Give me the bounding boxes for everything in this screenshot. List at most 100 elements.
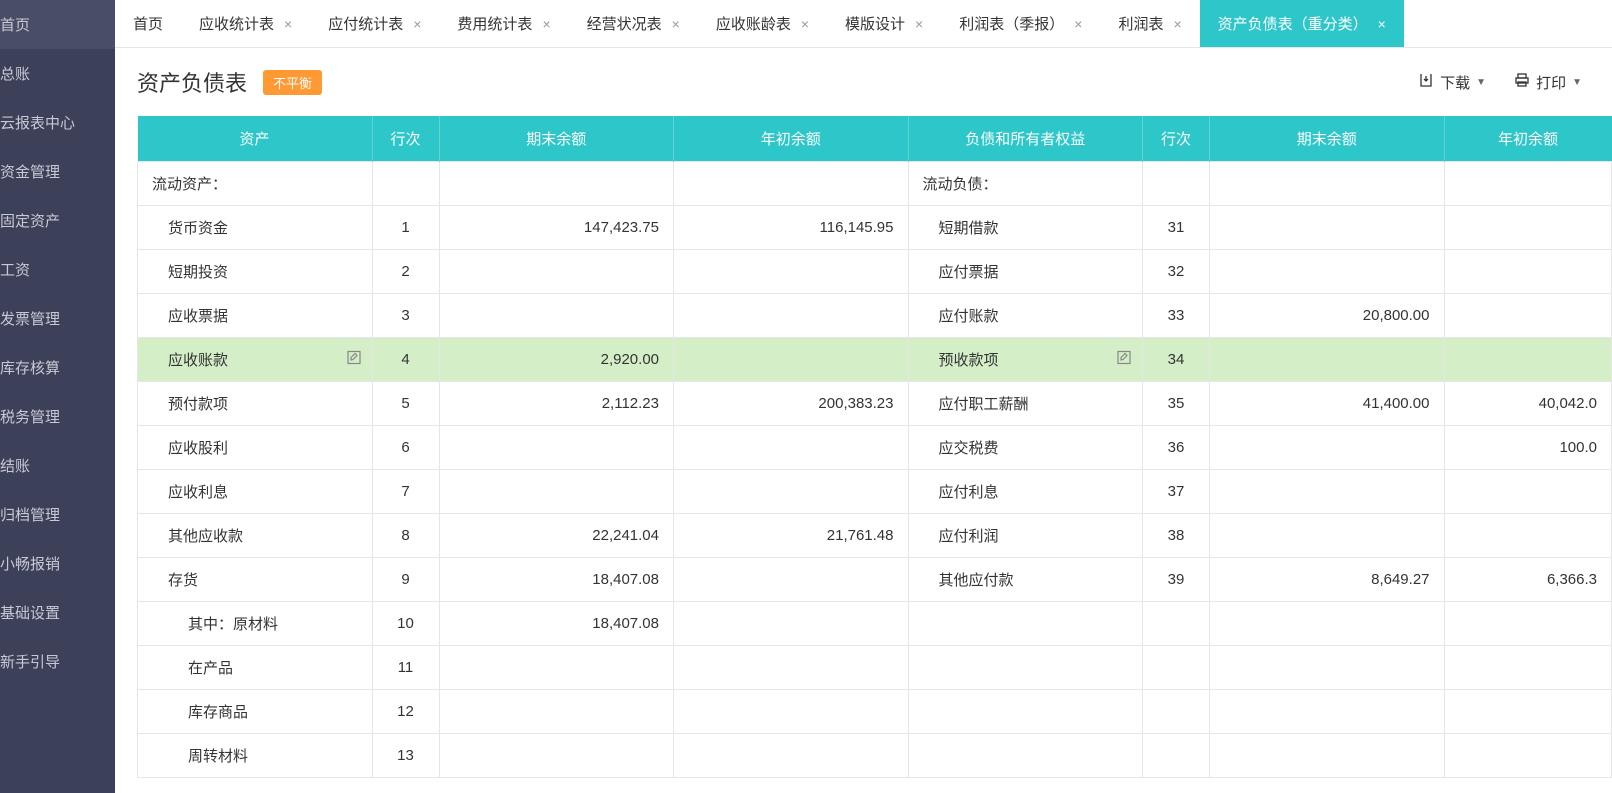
close-icon[interactable]: ×	[801, 16, 809, 32]
table-row[interactable]: 应收股利6应交税费36100.0	[138, 426, 1612, 470]
tabs-bar: 首页应收统计表×应付统计表×费用统计表×经营状况表×应收账龄表×模版设计×利润表…	[115, 0, 1612, 48]
sidebar-item[interactable]: 资金管理	[0, 147, 115, 196]
close-icon[interactable]: ×	[672, 16, 680, 32]
table-row[interactable]: 应收票据3应付账款3320,800.00	[138, 294, 1612, 338]
sidebar-item[interactable]: 基础设置	[0, 588, 115, 637]
tab-label: 应收账龄表	[716, 13, 791, 34]
sidebar-item[interactable]: 总账	[0, 49, 115, 98]
table-cell	[1210, 250, 1445, 294]
table-cell: 34	[1143, 338, 1210, 382]
close-icon[interactable]: ×	[284, 16, 292, 32]
print-button[interactable]: 打印 ▼	[1514, 72, 1582, 93]
table-row[interactable]: 库存商品12	[138, 690, 1612, 734]
tab-label: 利润表（季报）	[959, 13, 1064, 34]
sidebar-item[interactable]: 工资	[0, 245, 115, 294]
edit-icon[interactable]	[1116, 349, 1132, 370]
table-cell: 37	[1143, 470, 1210, 514]
table-cell	[1444, 162, 1612, 206]
sidebar-item[interactable]: 固定资产	[0, 196, 115, 245]
tab[interactable]: 资产负债表（重分类） ×	[1200, 0, 1404, 47]
table-cell	[1444, 250, 1612, 294]
tab[interactable]: 模版设计×	[827, 0, 941, 47]
tab[interactable]: 应付统计表 ×	[310, 0, 439, 47]
table-cell: 应付利润	[908, 514, 1143, 558]
close-icon[interactable]: ×	[542, 16, 550, 32]
table-cell: 其他应收款	[138, 514, 373, 558]
tab[interactable]: 经营状况表×	[569, 0, 698, 47]
tab[interactable]: 费用统计表×	[439, 0, 568, 47]
table-cell: 200,383.23	[674, 382, 909, 426]
table-cell: 147,423.75	[439, 206, 674, 250]
table-cell	[439, 734, 674, 778]
table-cell: 应付账款	[908, 294, 1143, 338]
edit-icon[interactable]	[346, 349, 362, 370]
table-container: 资产行次期末余额年初余额负债和所有者权益行次期末余额年初余额 流动资产：流动负债…	[115, 116, 1612, 793]
table-cell: 20,800.00	[1210, 294, 1445, 338]
table-cell: 40,042.0	[1444, 382, 1612, 426]
table-row[interactable]: 存货918,407.08其他应付款398,649.276,366.3	[138, 558, 1612, 602]
table-cell: 短期投资	[138, 250, 373, 294]
print-icon	[1514, 72, 1530, 92]
table-row[interactable]: 短期投资2应付票据32	[138, 250, 1612, 294]
tab-label: 应付统计表	[328, 13, 403, 34]
table-cell	[1210, 162, 1445, 206]
sidebar-item[interactable]: 归档管理	[0, 490, 115, 539]
table-row[interactable]: 应收利息7应付利息37	[138, 470, 1612, 514]
table-row[interactable]: 应收账款42,920.00预收款项34	[138, 338, 1612, 382]
close-icon[interactable]: ×	[1173, 16, 1181, 32]
table-cell	[1210, 206, 1445, 250]
table-row[interactable]: 流动资产： 流动负债：	[138, 162, 1612, 206]
sidebar-item[interactable]: 库存核算	[0, 343, 115, 392]
table-row[interactable]: 预付款项52,112.23200,383.23应付职工薪酬3541,400.00…	[138, 382, 1612, 426]
sidebar-item[interactable]: 新手引导	[0, 637, 115, 686]
table-row[interactable]: 周转材料13	[138, 734, 1612, 778]
chevron-down-icon: ▼	[1572, 77, 1582, 88]
sidebar-item[interactable]: 云报表中心	[0, 98, 115, 147]
table-row[interactable]: 其他应收款822,241.0421,761.48应付利润38	[138, 514, 1612, 558]
table-cell: 应收账款	[138, 338, 373, 382]
close-icon[interactable]: ×	[915, 16, 923, 32]
table-row[interactable]: 其中：原材料1018,407.08	[138, 602, 1612, 646]
table-cell	[439, 470, 674, 514]
sidebar-item[interactable]: 税务管理	[0, 392, 115, 441]
table-cell: 其他应付款	[908, 558, 1143, 602]
column-header: 资产	[138, 116, 373, 162]
table-cell	[908, 734, 1143, 778]
table-cell: 短期借款	[908, 206, 1143, 250]
table-cell	[1210, 602, 1445, 646]
table-cell	[908, 690, 1143, 734]
table-cell: 13	[372, 734, 439, 778]
download-button[interactable]: 下载 ▼	[1418, 72, 1486, 93]
table-cell	[674, 250, 909, 294]
table-cell	[1210, 646, 1445, 690]
table-cell	[372, 162, 439, 206]
table-cell: 100.0	[1444, 426, 1612, 470]
tab[interactable]: 首页	[115, 0, 181, 47]
table-row[interactable]: 货币资金1147,423.75116,145.95短期借款31	[138, 206, 1612, 250]
table-cell: 38	[1143, 514, 1210, 558]
table-cell: 8	[372, 514, 439, 558]
table-cell: 预收款项	[908, 338, 1143, 382]
table-cell: 5	[372, 382, 439, 426]
sidebar-item[interactable]: 小畅报销	[0, 539, 115, 588]
sidebar-item[interactable]: 发票管理	[0, 294, 115, 343]
close-icon[interactable]: ×	[1074, 16, 1082, 32]
tab[interactable]: 利润表（季报） ×	[941, 0, 1100, 47]
close-icon[interactable]: ×	[1378, 16, 1386, 32]
table-cell: 流动负债：	[908, 162, 1143, 206]
table-cell	[1444, 470, 1612, 514]
tab[interactable]: 应收账龄表 ×	[698, 0, 827, 47]
table-cell	[1444, 690, 1612, 734]
close-icon[interactable]: ×	[413, 16, 421, 32]
sidebar-item[interactable]: 结账	[0, 441, 115, 490]
tab-label: 资产负债表（重分类）	[1218, 13, 1368, 34]
table-cell	[439, 162, 674, 206]
sidebar-item[interactable]: 首页	[0, 0, 115, 49]
table-row[interactable]: 在产品11	[138, 646, 1612, 690]
tab[interactable]: 应收统计表×	[181, 0, 310, 47]
tab[interactable]: 利润表×	[1100, 0, 1199, 47]
table-cell: 流动资产：	[138, 162, 373, 206]
table-cell	[1444, 206, 1612, 250]
table-cell: 2	[372, 250, 439, 294]
table-cell: 18,407.08	[439, 602, 674, 646]
